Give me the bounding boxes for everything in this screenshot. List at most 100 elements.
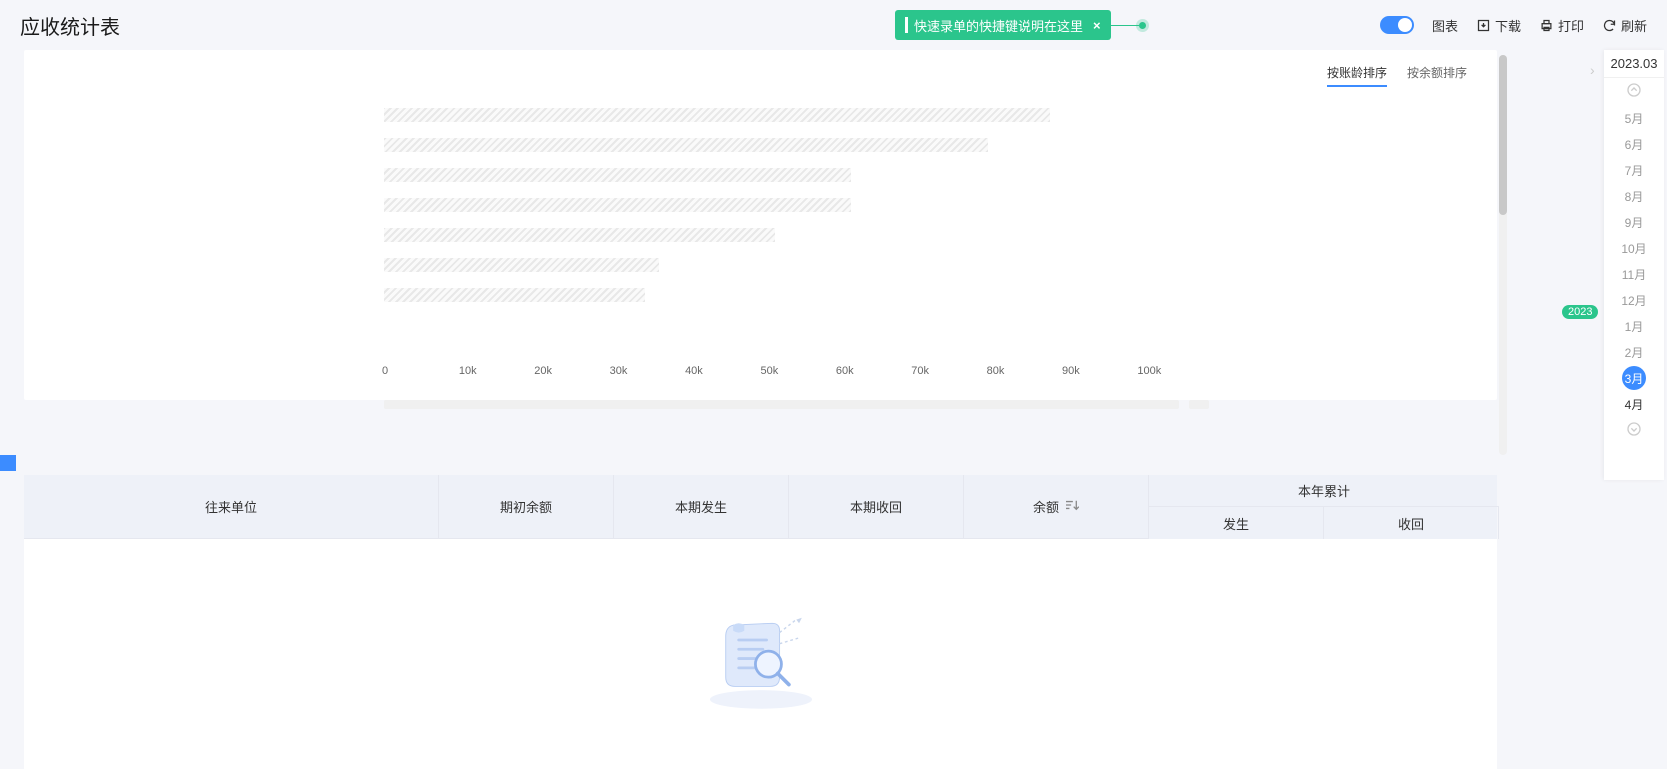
th-year-occur: 发生 — [1149, 507, 1324, 539]
table-header: 往来单位 期初余额 本期发生 本期收回 余额 本年累计 发生 收回 — [24, 475, 1497, 539]
rail-month-label: 6月 — [1625, 136, 1644, 153]
x-tick-label: 40k — [685, 365, 686, 385]
table-empty-state — [24, 539, 1497, 769]
rail-month-label: 4月 — [1625, 396, 1644, 413]
x-tick-label: 60k — [836, 365, 837, 385]
chart-bar — [384, 198, 851, 212]
content-scrollbar[interactable] — [1499, 55, 1507, 455]
rail-month-item[interactable]: 11月 — [1604, 261, 1664, 287]
main-area: 按账龄排序 按余额排序 0 10k 20k 30k 40k 50k 60k 70k 80k 90k… — [24, 50, 1497, 722]
bar-chart — [384, 100, 1139, 360]
download-icon — [1476, 18, 1491, 33]
rail-month-label: 7月 — [1625, 162, 1644, 179]
rail-up-arrow[interactable] — [1626, 78, 1642, 105]
sort-tabs: 按账龄排序 按余额排序 — [1327, 64, 1467, 87]
chart-bar — [384, 108, 1050, 122]
notice-accent-bar — [905, 17, 908, 33]
rail-month-item[interactable]: 2月 — [1604, 339, 1664, 365]
toolbar: 图表 下载 打印 刷新 — [1380, 16, 1647, 35]
rail-month-item[interactable]: 7月 — [1604, 157, 1664, 183]
th-balance-label: 余额 — [1033, 497, 1059, 516]
sort-tab-age[interactable]: 按账龄排序 — [1327, 64, 1387, 87]
sort-tab-balance[interactable]: 按余额排序 — [1407, 64, 1467, 87]
rail-month-label: 9月 — [1625, 214, 1644, 231]
th-year-recover: 收回 — [1324, 507, 1499, 539]
refresh-label: 刷新 — [1621, 16, 1647, 35]
close-icon[interactable]: × — [1093, 18, 1101, 33]
notice-connector-dot — [1139, 22, 1146, 29]
rail-month-label: 2月 — [1625, 344, 1644, 361]
month-rail: › 2023.03 5月6月7月8月9月10月11月12月20231月2月3月4… — [1604, 50, 1664, 480]
x-tick-label: 20k — [534, 365, 535, 385]
rail-month-label: 10月 — [1621, 240, 1646, 257]
th-balance[interactable]: 余额 — [964, 475, 1149, 539]
x-tick-label: 90k — [1062, 365, 1063, 385]
rail-year-badge: 2023 — [1562, 305, 1598, 319]
rail-down-arrow[interactable] — [1626, 417, 1642, 444]
chart-bar — [384, 168, 851, 182]
rail-month-item[interactable]: 3月 — [1604, 365, 1664, 391]
download-button[interactable]: 下载 — [1476, 16, 1521, 35]
table: 往来单位 期初余额 本期发生 本期收回 余额 本年累计 发生 收回 — [24, 475, 1497, 769]
rail-month-item[interactable]: 10月 — [1604, 235, 1664, 261]
refresh-button[interactable]: 刷新 — [1602, 16, 1647, 35]
rail-month-item[interactable]: 1月 — [1604, 313, 1664, 339]
print-icon — [1539, 18, 1554, 33]
notice-text: 快速录单的快捷键说明在这里 — [914, 16, 1083, 35]
print-label: 打印 — [1558, 16, 1584, 35]
chart-toggle[interactable] — [1380, 16, 1414, 34]
chart-bar-row — [384, 100, 1139, 130]
th-recover: 本期收回 — [789, 475, 964, 539]
rail-month-list: 5月6月7月8月9月10月11月12月20231月2月3月4月 — [1604, 105, 1664, 417]
th-unit: 往来单位 — [24, 475, 439, 539]
x-tick-label: 50k — [760, 365, 761, 385]
chart-bar — [384, 258, 659, 272]
chart-bar — [384, 228, 775, 242]
sort-icon[interactable] — [1065, 499, 1079, 514]
refresh-icon — [1602, 18, 1617, 33]
notice-banner: 快速录单的快捷键说明在这里 × — [895, 10, 1111, 40]
rail-header: 2023.03 — [1604, 50, 1664, 78]
content-scroll-thumb[interactable] — [1499, 55, 1507, 215]
x-tick-label: 70k — [911, 365, 912, 385]
rail-month-item[interactable]: 5月 — [1604, 105, 1664, 131]
download-label: 下载 — [1495, 16, 1521, 35]
x-axis: 0 10k 20k 30k 40k 50k 60k 70k 80k 90k 100k — [384, 365, 1139, 385]
header-bar: 应收统计表 图表 下载 打印 刷新 — [0, 0, 1667, 50]
rail-month-label: 3月 — [1625, 370, 1644, 387]
print-button[interactable]: 打印 — [1539, 16, 1584, 35]
chart-bar-row — [384, 250, 1139, 280]
chart-scroll-track[interactable] — [384, 400, 1179, 409]
chart-bar-row — [384, 220, 1139, 250]
th-occur: 本期发生 — [614, 475, 789, 539]
chart-scroll-thumb[interactable] — [384, 400, 1144, 409]
page-title: 应收统计表 — [20, 11, 120, 40]
rail-month-item[interactable]: 8月 — [1604, 183, 1664, 209]
rail-month-item[interactable]: 12月 — [1604, 287, 1664, 313]
rail-month-label: 12月 — [1621, 292, 1646, 309]
x-tick-label: 10k — [459, 365, 460, 385]
rail-month-label: 1月 — [1625, 318, 1644, 335]
x-tick-label: 0 — [382, 365, 383, 385]
rail-month-item[interactable]: 9月 — [1604, 209, 1664, 235]
rail-collapse-icon[interactable]: › — [1590, 62, 1595, 78]
th-year-total: 本年累计 — [1149, 475, 1499, 507]
rail-month-item[interactable]: 4月 — [1604, 391, 1664, 417]
rail-month-item[interactable]: 6月 — [1604, 131, 1664, 157]
chart-bar-row — [384, 280, 1139, 310]
notice-connector-line — [1109, 25, 1139, 26]
chart-bar — [384, 138, 988, 152]
chart-bar — [384, 288, 645, 302]
accent-strip — [0, 455, 16, 471]
empty-illustration — [686, 588, 836, 721]
chart-scroll-end[interactable] — [1189, 400, 1209, 409]
chart-toggle-label: 图表 — [1432, 16, 1458, 35]
x-tick-label: 80k — [987, 365, 988, 385]
th-opening: 期初余额 — [439, 475, 614, 539]
th-group-year: 本年累计 发生 收回 — [1149, 475, 1499, 539]
rail-month-label: 5月 — [1625, 110, 1644, 127]
chart-bar-row — [384, 160, 1139, 190]
x-tick-label: 100k — [1137, 365, 1138, 385]
x-tick-label: 30k — [610, 365, 611, 385]
chart-bar-row — [384, 190, 1139, 220]
